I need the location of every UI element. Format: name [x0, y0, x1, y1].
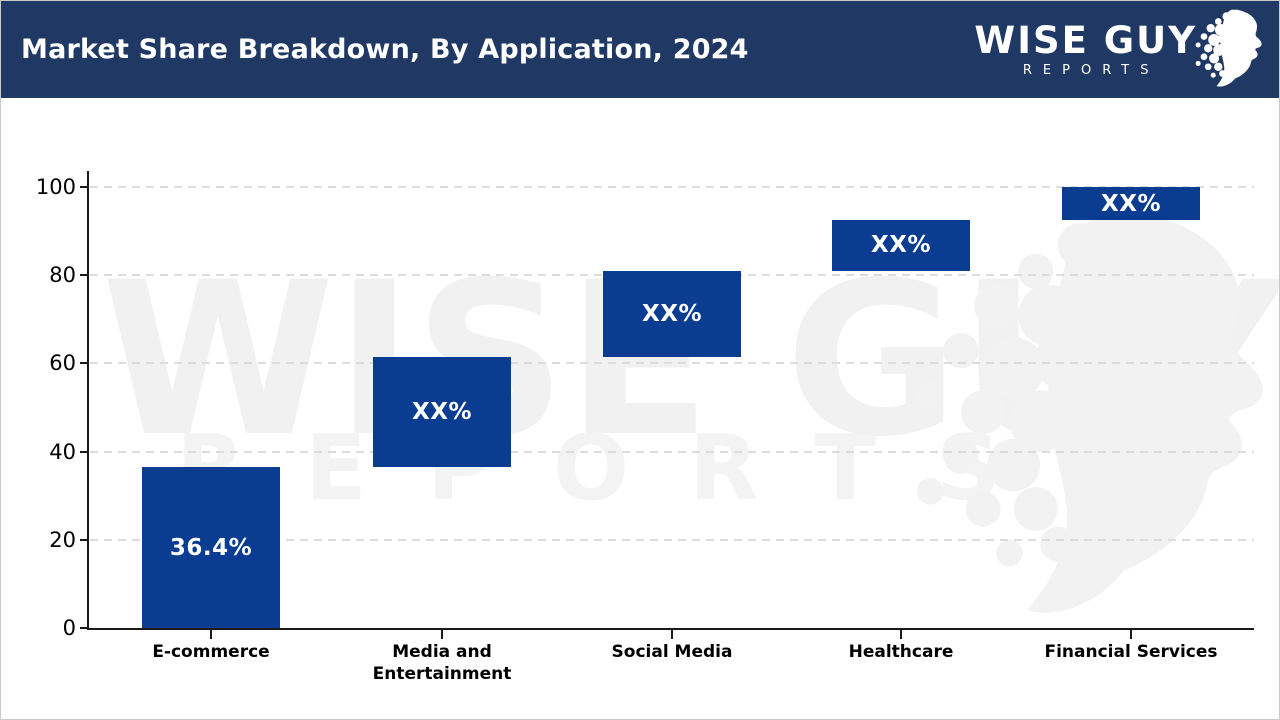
- y-axis-line: [87, 171, 89, 630]
- y-axis-tick-label: 100: [35, 175, 76, 199]
- y-axis-tick: [80, 627, 89, 629]
- dotted-head-icon: [1195, 9, 1262, 87]
- y-axis-tick: [80, 274, 89, 277]
- header-bar: Market Share Breakdown, By Application, …: [1, 1, 1279, 98]
- bar-value-label: XX%: [870, 232, 931, 259]
- category-label-line: Social Media: [611, 642, 733, 662]
- logo-subtext: REPORTS: [1022, 62, 1160, 78]
- category-label-line: Media and: [392, 642, 492, 662]
- bar-value-label: 36.4%: [169, 534, 253, 561]
- y-axis-tick-label: 0: [62, 616, 76, 640]
- category-label-healthcare: Healthcare: [781, 641, 1021, 663]
- gridline: [90, 538, 1254, 541]
- category-label-media-and-entertainment: Media and Entertainment: [322, 641, 562, 685]
- x-axis-line: [87, 628, 1254, 630]
- bar-social-media: XX%: [603, 270, 741, 358]
- x-axis-tick: [671, 630, 673, 639]
- x-axis-tick: [1130, 630, 1132, 639]
- y-axis-tick: [80, 450, 89, 453]
- gridline: [90, 450, 1254, 453]
- logo-wordmark: WISE GUY: [974, 18, 1197, 62]
- bar-healthcare: XX%: [832, 220, 970, 271]
- y-axis-tick-label: 40: [49, 439, 76, 464]
- gridline: [90, 362, 1254, 365]
- category-label-line: Financial Services: [1044, 642, 1218, 662]
- x-axis-tick: [210, 630, 212, 639]
- chart-title: Market Share Breakdown, By Application, …: [21, 34, 749, 65]
- category-label-line: Entertainment: [372, 664, 512, 685]
- y-axis-tick: [80, 186, 89, 188]
- wise-guy-logo: WISE GUY REPORTS: [974, 8, 1267, 92]
- category-label-financial-services: Financial Services: [1011, 641, 1251, 663]
- bar-value-label: XX%: [641, 300, 702, 327]
- y-axis-tick-label: 20: [49, 527, 76, 552]
- y-axis-tick-label: 80: [49, 263, 76, 288]
- category-label-line: Healthcare: [848, 642, 954, 662]
- category-label-social-media: Social Media: [552, 641, 792, 663]
- category-label-e-commerce: E-commerce: [91, 641, 331, 663]
- logo-text: WISE GUY REPORTS: [974, 22, 1197, 78]
- x-axis-tick: [900, 630, 902, 639]
- y-axis-tick-label: 60: [49, 351, 76, 376]
- gridline: [90, 186, 1254, 188]
- y-axis-tick: [80, 362, 89, 365]
- bar-value-label: XX%: [411, 399, 472, 426]
- bar-financial-services: XX%: [1062, 187, 1200, 221]
- y-axis-tick: [80, 538, 89, 541]
- x-axis-tick: [441, 630, 443, 639]
- bar-e-commerce: 36.4%: [142, 467, 280, 628]
- bar-value-label: XX%: [1100, 190, 1161, 217]
- category-label-line: E-commerce: [152, 642, 270, 662]
- bar-media-and-entertainment: XX%: [373, 357, 511, 468]
